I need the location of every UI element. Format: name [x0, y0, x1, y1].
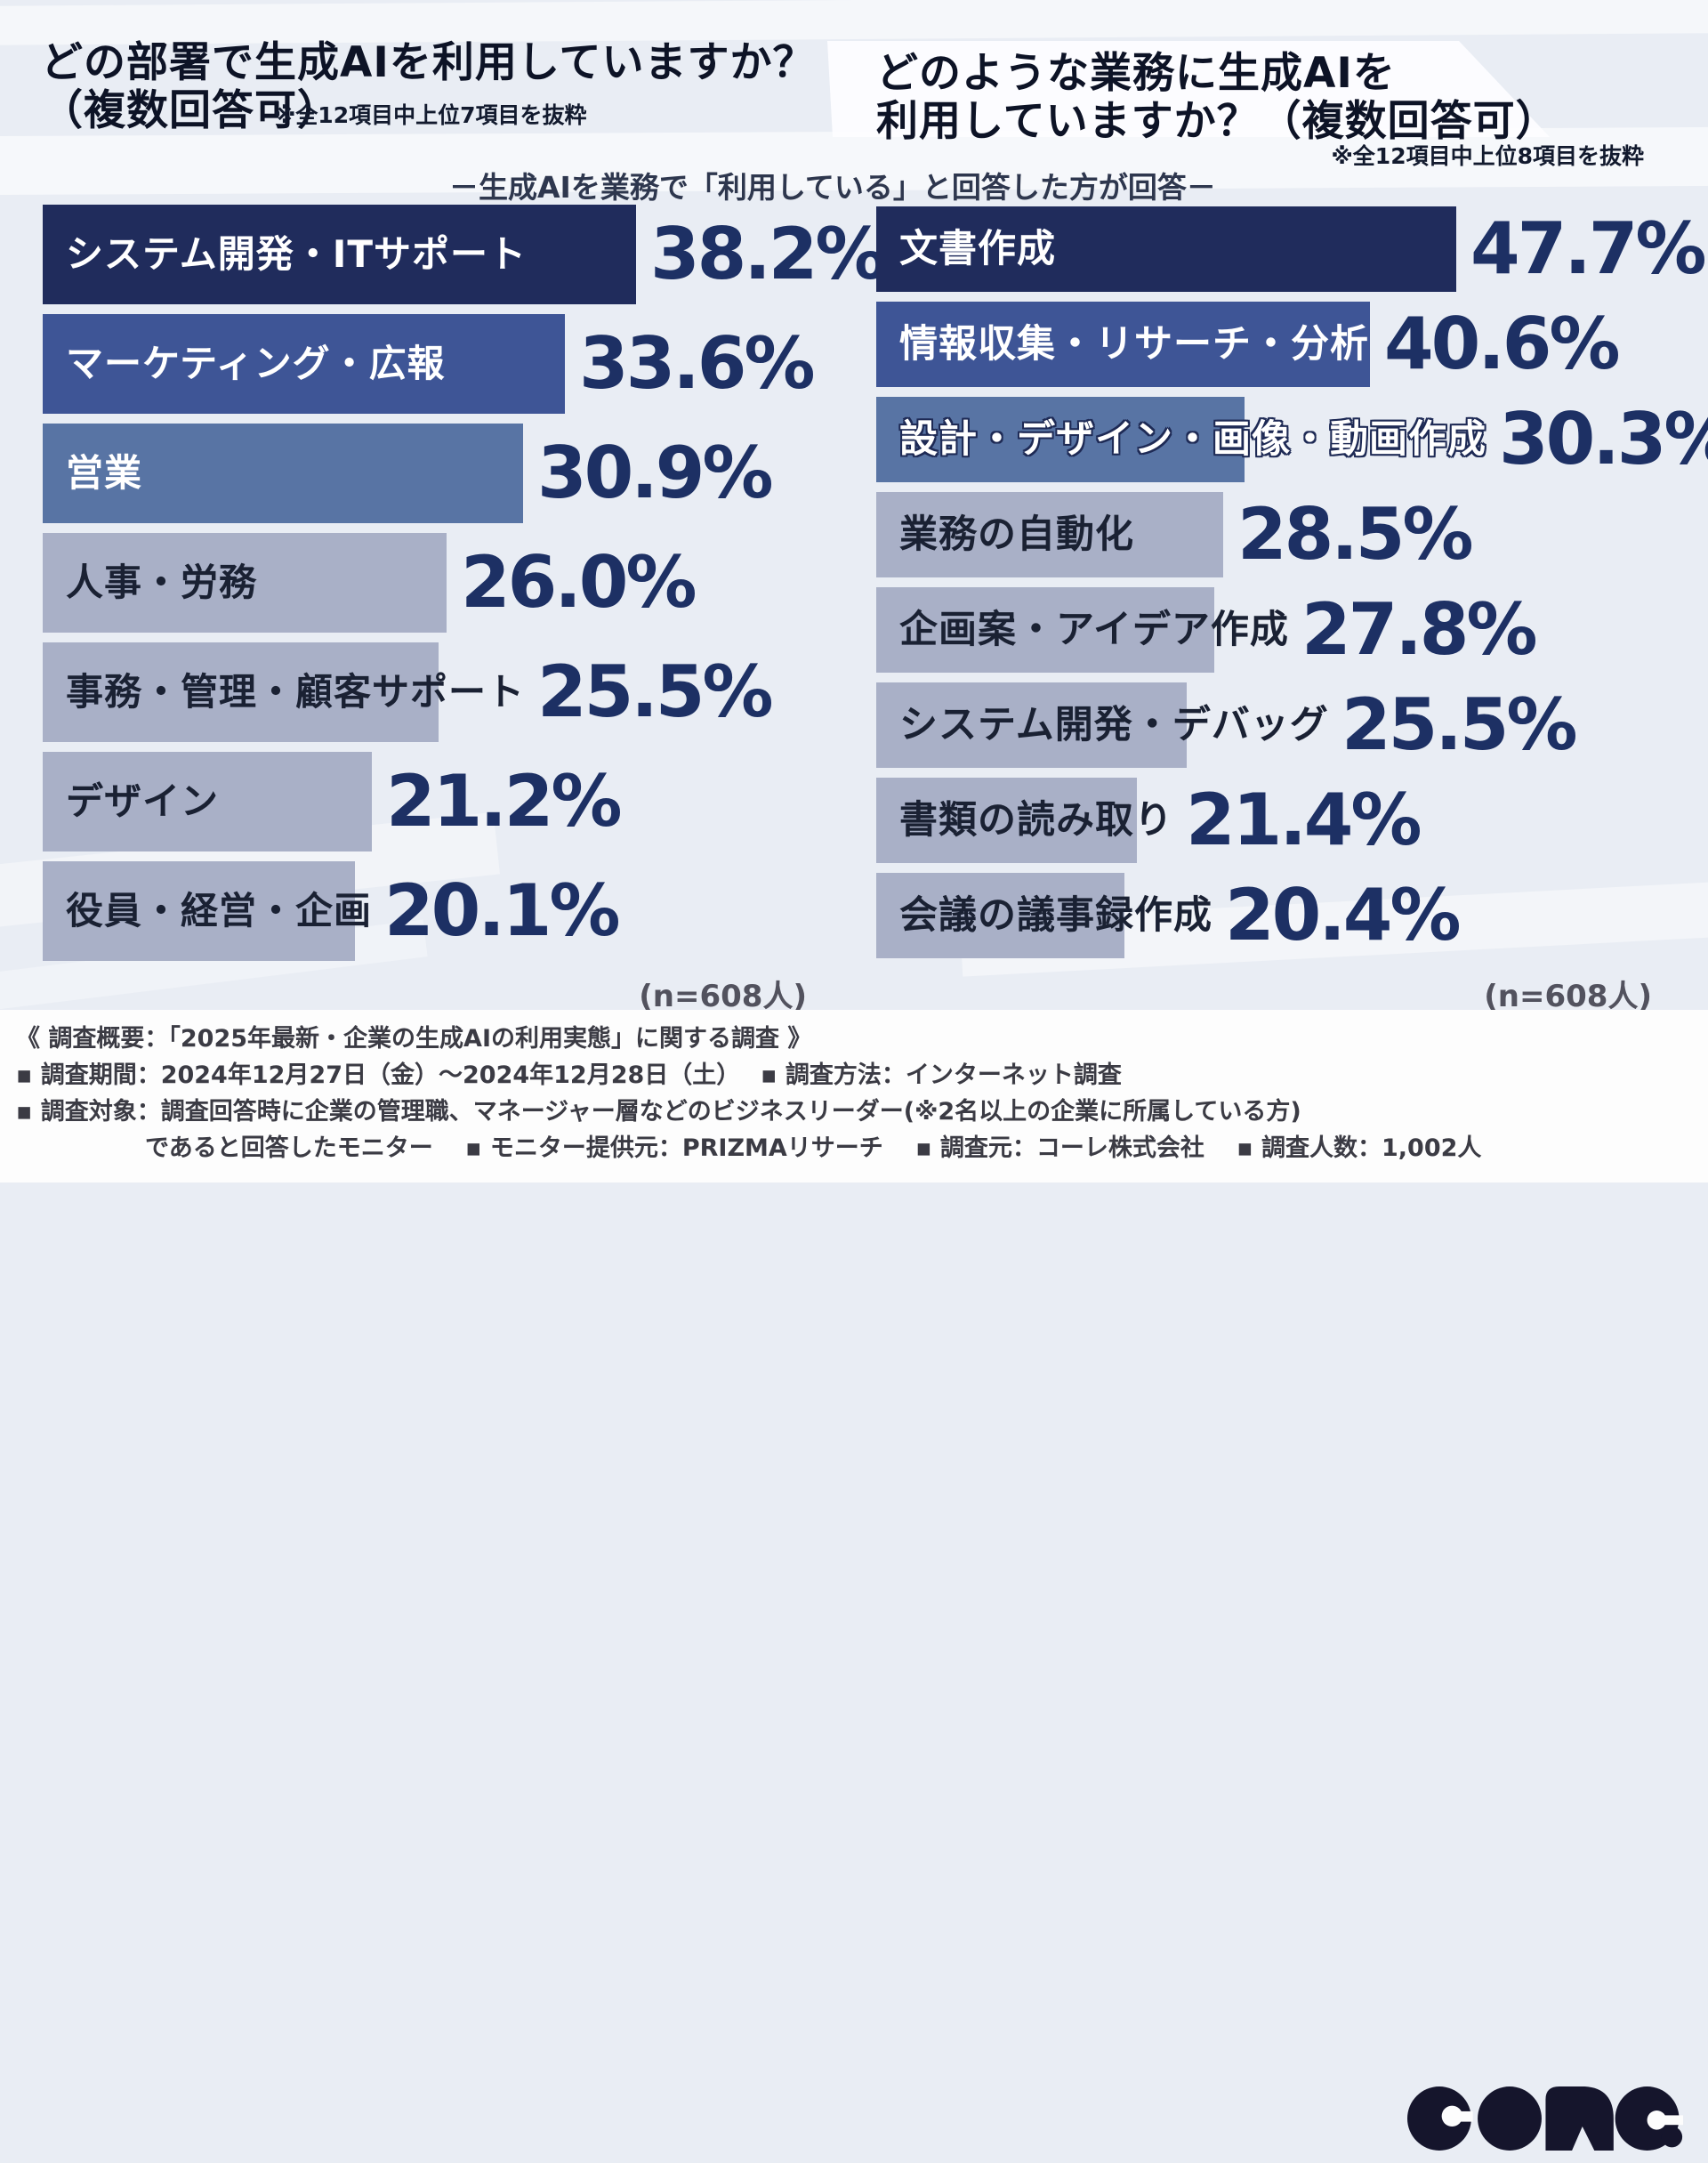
left-chart-title-line2: （複数回答可） [41, 85, 340, 135]
survey-summary-footer: 《 調査概要：「2025年最新・企業の生成AIの利用実態」に関する調査 》 ▪ … [0, 1010, 1708, 2151]
bar-value-label: 33.6% [579, 322, 816, 405]
bar-category-label: 設計・デザイン・画像・動画作成 [899, 416, 1486, 462]
bar-category-label: 人事・労務 [66, 561, 258, 604]
bar: デザイン [43, 752, 372, 851]
bar: 書類の読み取り [876, 778, 1172, 863]
bar: マーケティング・広報 [43, 314, 565, 414]
bar-value-label: 21.2% [386, 760, 623, 843]
survey-overview-line: 《 調査概要：「2025年最新・企業の生成AIの利用実態」に関する調査 》 [16, 1025, 812, 1053]
bar-category-label: 情報収集・リサーチ・分析 [899, 321, 1369, 367]
bar-category-label: 役員・経営・企画 [66, 889, 373, 932]
bar: 企画案・アイデア作成 [876, 587, 1288, 673]
bar-category-label: デザイン [66, 779, 220, 823]
bar: システム開発・デバッグ [876, 682, 1328, 768]
core-company-logo [1407, 2086, 1683, 2151]
bar-row: 役員・経営・企画 20.1% [43, 861, 854, 961]
right-chart-title: どのような業務に生成AIを 利用していますか？（複数回答可） [876, 50, 1559, 145]
bar: 情報収集・リサーチ・分析 [876, 302, 1370, 387]
middle-annotation: －生成AIを業務で「利用している」と回答した方が回答－ [449, 170, 1216, 205]
bar-row: 文書作成 47.7% [876, 206, 1708, 292]
right-chart-note: ※全12項目中上位8項目を抜粋 [1331, 143, 1645, 169]
bar-row: 営業 30.9% [43, 424, 854, 523]
right-chart-title-line1: どのような業務に生成AIを [876, 49, 1396, 98]
bar-value-label: 47.7% [1470, 207, 1707, 290]
bar-value-label: 25.5% [537, 650, 774, 733]
bar-row: 人事・労務 26.0% [43, 533, 854, 633]
survey-target-line: ▪ 調査対象：調査回答時に企業の管理職、マネージャー層などのビジネスリーダー(※… [16, 1098, 1301, 1126]
bar: 役員・経営・企画 [43, 861, 371, 961]
bar-category-label: 企画案・アイデア作成 [899, 607, 1289, 652]
left-bar-chart: システム開発・ITサポート 38.2% マーケティング・広報 33.6% 営業 30.9%… [43, 205, 887, 971]
bar-value-label: 38.2% [650, 213, 887, 295]
bar-row: 企画案・アイデア作成 27.8% [876, 587, 1708, 673]
bar-category-label: 営業 [66, 451, 143, 495]
bar-row: 会議の議事録作成 20.4% [876, 873, 1708, 958]
bar-value-label: 28.5% [1237, 493, 1474, 576]
bar-value-label: 25.5% [1341, 683, 1578, 766]
bar-row: 事務・管理・顧客サポート 25.5% [43, 642, 854, 742]
bar-row: システム開発・デバッグ 25.5% [876, 682, 1708, 768]
bar-value-label: 27.8% [1301, 588, 1538, 671]
left-sample-size-label: (n=608人) [639, 979, 807, 1014]
right-title-highlight-band [827, 41, 1550, 137]
bar-value-label: 30.9% [537, 432, 774, 514]
bar: 営業 [43, 424, 523, 523]
bar-row: マーケティング・広報 33.6% [43, 314, 854, 414]
bar: 人事・労務 [43, 533, 447, 633]
bar-category-label: システム開発・デバッグ [899, 702, 1329, 747]
bar-value-label: 40.6% [1384, 303, 1621, 385]
bar-category-label: 書類の読み取り [899, 797, 1173, 843]
survey-provider-line: であると回答したモニター ▪ モニター提供元：PRIZMAリサーチ ▪ 調査元：… [145, 1134, 1482, 1162]
bar-category-label: 文書作成 [899, 226, 1056, 271]
bar-row: 業務の自動化 28.5% [876, 492, 1708, 577]
survey-summary-text: 《 調査概要：「2025年最新・企業の生成AIの利用実態」に関する調査 》 ▪ … [16, 1021, 1481, 1166]
bar: 事務・管理・顧客サポート [43, 642, 524, 742]
left-chart-title-line1: どの部署で生成AIを利用していますか？ [41, 38, 816, 87]
bar-category-label: 業務の自動化 [899, 512, 1134, 557]
bar: 設計・デザイン・画像・動画作成 [876, 397, 1486, 482]
left-chart-note: ※全12項目中上位7項目を抜粋 [274, 102, 587, 128]
survey-period-method-line: ▪ 調査期間：2024年12月27日（金）～2024年12月28日（土） ▪ 調… [16, 1061, 1122, 1089]
bar: 業務の自動化 [876, 492, 1223, 577]
bar-value-label: 20.4% [1225, 874, 1462, 956]
bar-row: 情報収集・リサーチ・分析 40.6% [876, 302, 1708, 387]
bar-value-label: 30.3% [1499, 398, 1708, 480]
bar-category-label: マーケティング・広報 [66, 342, 446, 385]
bar-value-label: 26.0% [461, 541, 697, 624]
right-bar-chart: 文書作成 47.7% 情報収集・リサーチ・分析 40.6% 設計・デザイン・画像・動画作… [876, 206, 1708, 968]
bar-row: 設計・デザイン・画像・動画作成 30.3% [876, 397, 1708, 482]
bar: 文書作成 [876, 206, 1456, 292]
bar-row: システム開発・ITサポート 38.2% [43, 205, 887, 304]
bar: 会議の議事録作成 [876, 873, 1212, 958]
bar-category-label: 事務・管理・顧客サポート [66, 670, 526, 714]
right-chart-title-line2: 利用していますか？（複数回答可） [876, 96, 1559, 146]
bar: システム開発・ITサポート [43, 205, 636, 304]
bar-row: デザイン 21.2% [43, 752, 854, 851]
bar-row: 書類の読み取り 21.4% [876, 778, 1708, 863]
bar-category-label: 会議の議事録作成 [899, 892, 1213, 938]
bar-category-label: システム開発・ITサポート [66, 232, 528, 276]
left-chart-title: どの部署で生成AIを利用していますか？ （複数回答可） [41, 39, 815, 134]
right-sample-size-label: (n=608人) [1484, 979, 1652, 1014]
bar-value-label: 21.4% [1186, 779, 1422, 861]
bar-value-label: 20.1% [384, 869, 621, 952]
